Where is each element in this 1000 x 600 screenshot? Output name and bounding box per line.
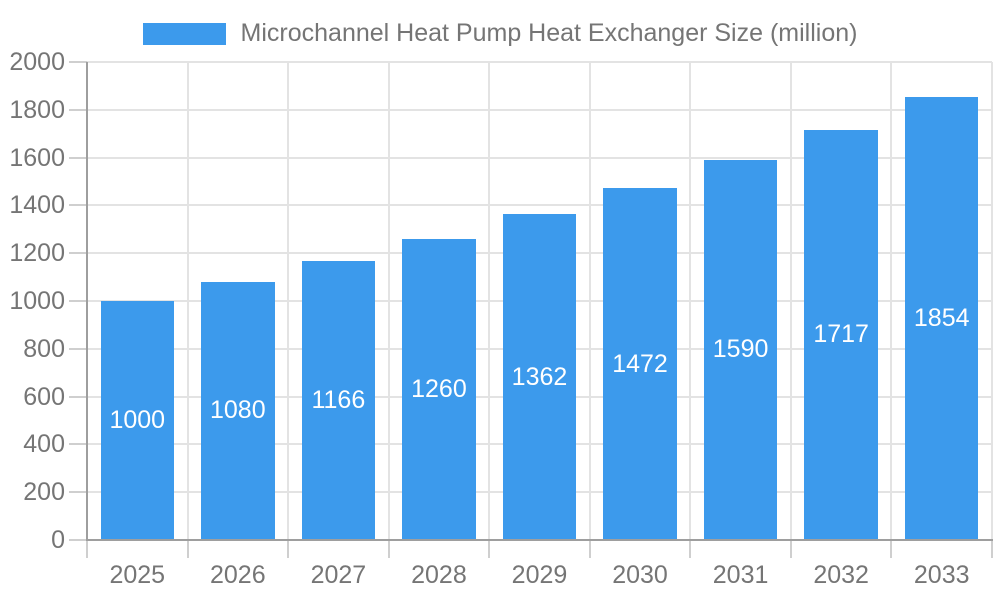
- y-tick-label: 1000: [9, 287, 65, 315]
- legend-item[interactable]: Microchannel Heat Pump Heat Exchanger Si…: [0, 19, 1000, 48]
- x-gridline: [991, 62, 993, 540]
- y-tick: [69, 204, 87, 207]
- x-tick: [588, 540, 591, 558]
- x-gridline: [890, 62, 893, 540]
- bar-value-label: 1717: [813, 320, 869, 349]
- x-gridline: [186, 62, 189, 540]
- y-tick-label: 200: [23, 478, 65, 507]
- bar-value-label: 1166: [311, 386, 366, 415]
- y-tick: [69, 347, 87, 350]
- y-tick-label: 1200: [9, 239, 65, 268]
- x-gridline: [387, 62, 390, 540]
- legend-label: Microchannel Heat Pump Heat Exchanger Si…: [240, 19, 858, 47]
- y-tick: [69, 61, 87, 63]
- y-tick: [69, 491, 87, 494]
- y-tick: [69, 108, 87, 111]
- y-gridline: [87, 108, 992, 111]
- bar-value-label: 1472: [612, 349, 668, 378]
- x-gridline: [488, 62, 491, 540]
- y-tick-label: 2000: [9, 48, 65, 76]
- y-gridline: [87, 61, 992, 63]
- x-tick: [186, 540, 189, 558]
- x-tick: [789, 540, 792, 558]
- x-axis-line: [86, 539, 993, 541]
- x-tick-label: 2028: [411, 561, 467, 589]
- bar-value-label: 1260: [411, 374, 467, 403]
- x-tick-label: 2027: [310, 561, 367, 589]
- x-tick: [387, 540, 390, 558]
- bar: 1260: [402, 238, 476, 540]
- y-tick: [69, 443, 87, 446]
- legend-swatch: [142, 22, 226, 45]
- bar: 1000: [100, 301, 174, 540]
- x-gridline: [689, 62, 692, 540]
- x-gridline: [588, 62, 591, 540]
- y-tick-label: 600: [23, 382, 65, 411]
- bar: 1590: [703, 159, 778, 540]
- y-tick-label: 800: [23, 334, 65, 363]
- x-tick-label: 2026: [210, 561, 266, 589]
- bar-value-label: 1000: [109, 406, 166, 434]
- x-tick: [287, 540, 290, 558]
- y-axis-line: [86, 62, 88, 540]
- bar: 1854: [905, 96, 979, 540]
- x-gridline: [789, 62, 792, 540]
- x-tick: [890, 540, 893, 558]
- x-tick-label: 2029: [511, 561, 568, 589]
- x-tick-label: 2030: [612, 561, 668, 589]
- x-tick: [488, 540, 491, 558]
- x-tick: [991, 540, 993, 558]
- y-tick: [69, 300, 87, 302]
- bar: 1362: [502, 214, 577, 540]
- x-gridline: [287, 62, 290, 540]
- x-tick-label: 2032: [813, 561, 869, 589]
- y-tick-label: 0: [51, 526, 65, 554]
- bar: 1472: [603, 188, 677, 540]
- y-tick: [69, 156, 87, 159]
- x-tick: [86, 540, 88, 558]
- y-tick-label: 1800: [9, 95, 65, 124]
- x-tick: [689, 540, 692, 558]
- x-tick-label: 2031: [712, 561, 769, 589]
- y-tick: [69, 252, 87, 255]
- bar: 1080: [201, 281, 275, 540]
- y-tick: [69, 395, 87, 398]
- bar-value-label: 1590: [712, 335, 769, 364]
- bar: 1717: [804, 129, 878, 540]
- y-gridline: [87, 204, 992, 207]
- x-tick-label: 2025: [109, 561, 166, 589]
- y-tick-label: 1600: [9, 143, 65, 172]
- bar-value-label: 1080: [210, 396, 266, 425]
- y-tick-label: 1400: [9, 191, 65, 220]
- y-tick: [69, 539, 87, 541]
- bar-value-label: 1362: [511, 362, 568, 391]
- y-tick-label: 400: [23, 430, 65, 459]
- y-gridline: [87, 156, 992, 159]
- bar-value-label: 1854: [913, 303, 970, 332]
- x-tick-label: 2033: [913, 561, 970, 589]
- bar: 1166: [301, 261, 376, 540]
